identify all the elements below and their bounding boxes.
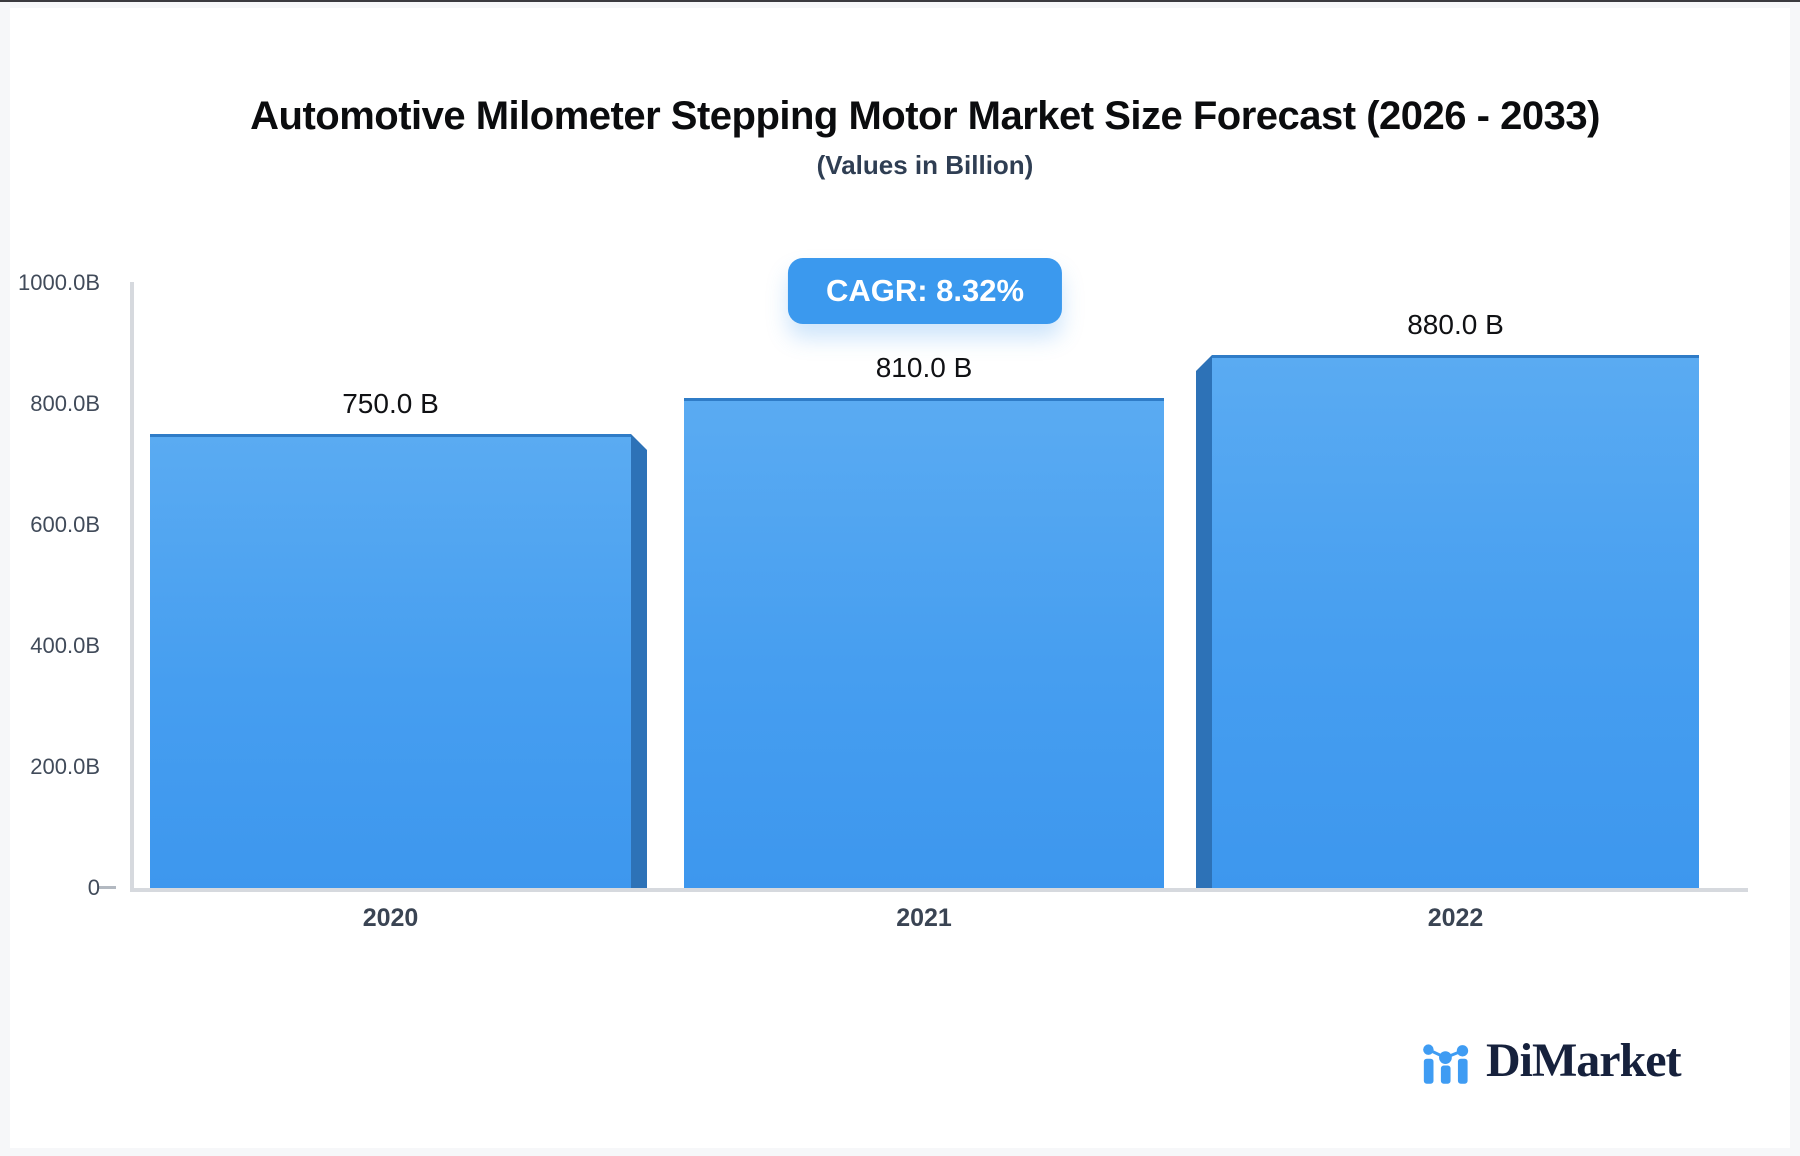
bar-face bbox=[150, 434, 631, 888]
bar-value-label: 880.0 B bbox=[1407, 309, 1504, 340]
x-axis-line bbox=[130, 888, 1748, 892]
top-border-line bbox=[0, 0, 1800, 2]
y-axis-tick-label: 200.0B bbox=[30, 754, 100, 779]
x-axis-label-2022: 2022 bbox=[1427, 904, 1484, 932]
zero-tick-mark bbox=[99, 886, 116, 889]
bar-value-label: 810.0 B bbox=[875, 352, 973, 383]
y-axis-tick-label: 800.0B bbox=[30, 391, 100, 416]
brand-logo: DiMarket bbox=[1420, 1034, 1682, 1087]
bar-face bbox=[684, 398, 1164, 888]
y-axis-tick-label: 600.0B bbox=[30, 512, 100, 537]
bar-chart-logo-icon bbox=[1423, 1044, 1469, 1084]
chart-subtitle: (Values in Billion) bbox=[816, 150, 1034, 180]
y-axis-tick-label: 0 bbox=[87, 875, 100, 900]
bar-2021: 810.0 B bbox=[684, 352, 1164, 888]
bar-value-label: 750.0 B bbox=[342, 388, 439, 419]
page-title: Automotive Milometer Stepping Motor Mark… bbox=[250, 94, 1600, 138]
x-axis-label-2021: 2021 bbox=[896, 904, 952, 932]
bar-face bbox=[1212, 355, 1699, 888]
brand-name: DiMarket bbox=[1486, 1034, 1682, 1087]
y-axis-line bbox=[130, 282, 134, 892]
y-axis-tick-label: 400.0B bbox=[30, 633, 100, 658]
bar-2022: 880.0 B bbox=[1196, 309, 1699, 888]
bar-2020: 750.0 B bbox=[150, 388, 647, 888]
cagr-badge: CAGR: 8.32% bbox=[787, 258, 1063, 324]
x-axis-label-2020: 2020 bbox=[362, 904, 419, 932]
y-axis-tick-label: 1000.0B bbox=[18, 270, 100, 295]
bar-3d-bevel bbox=[1196, 355, 1212, 888]
bar-3d-bevel bbox=[631, 434, 647, 888]
